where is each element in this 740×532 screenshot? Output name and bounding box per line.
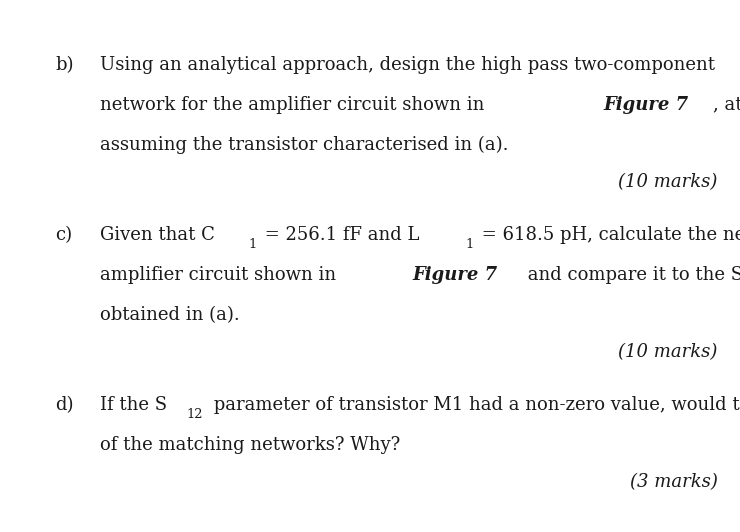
Text: of the matching networks? Why?: of the matching networks? Why? (100, 436, 400, 454)
Text: (10 marks): (10 marks) (619, 173, 718, 191)
Text: parameter of transistor M1 had a non-zero value, would this affect the design: parameter of transistor M1 had a non-zer… (208, 396, 740, 414)
Text: 1: 1 (465, 238, 474, 251)
Text: network for the amplifier circuit shown in: network for the amplifier circuit shown … (100, 96, 490, 114)
Text: amplifier circuit shown in: amplifier circuit shown in (100, 266, 342, 284)
Text: b): b) (56, 56, 74, 74)
Text: (3 marks): (3 marks) (630, 473, 718, 492)
Text: Figure 7: Figure 7 (412, 266, 497, 284)
Text: (10 marks): (10 marks) (619, 343, 718, 361)
Text: Using an analytical approach, design the high pass two-component: Using an analytical approach, design the… (100, 56, 721, 74)
Text: and compare it to the S: and compare it to the S (522, 266, 740, 284)
Text: = 618.5 pH, calculate the new value of S: = 618.5 pH, calculate the new value of S (477, 226, 740, 244)
Text: 12: 12 (186, 408, 203, 421)
Text: = 256.1 fF and L: = 256.1 fF and L (259, 226, 419, 244)
Text: obtained in (a).: obtained in (a). (100, 306, 240, 324)
Text: c): c) (56, 226, 73, 244)
Text: 1: 1 (248, 238, 256, 251)
Text: Given that C: Given that C (100, 226, 215, 244)
Text: If the S: If the S (100, 396, 167, 414)
Text: assuming the transistor characterised in (a).: assuming the transistor characterised in… (100, 136, 508, 154)
Text: d): d) (56, 396, 74, 414)
Text: , at a frequency of 10.0 GHz,: , at a frequency of 10.0 GHz, (713, 96, 740, 114)
Text: Figure 7: Figure 7 (603, 96, 688, 114)
